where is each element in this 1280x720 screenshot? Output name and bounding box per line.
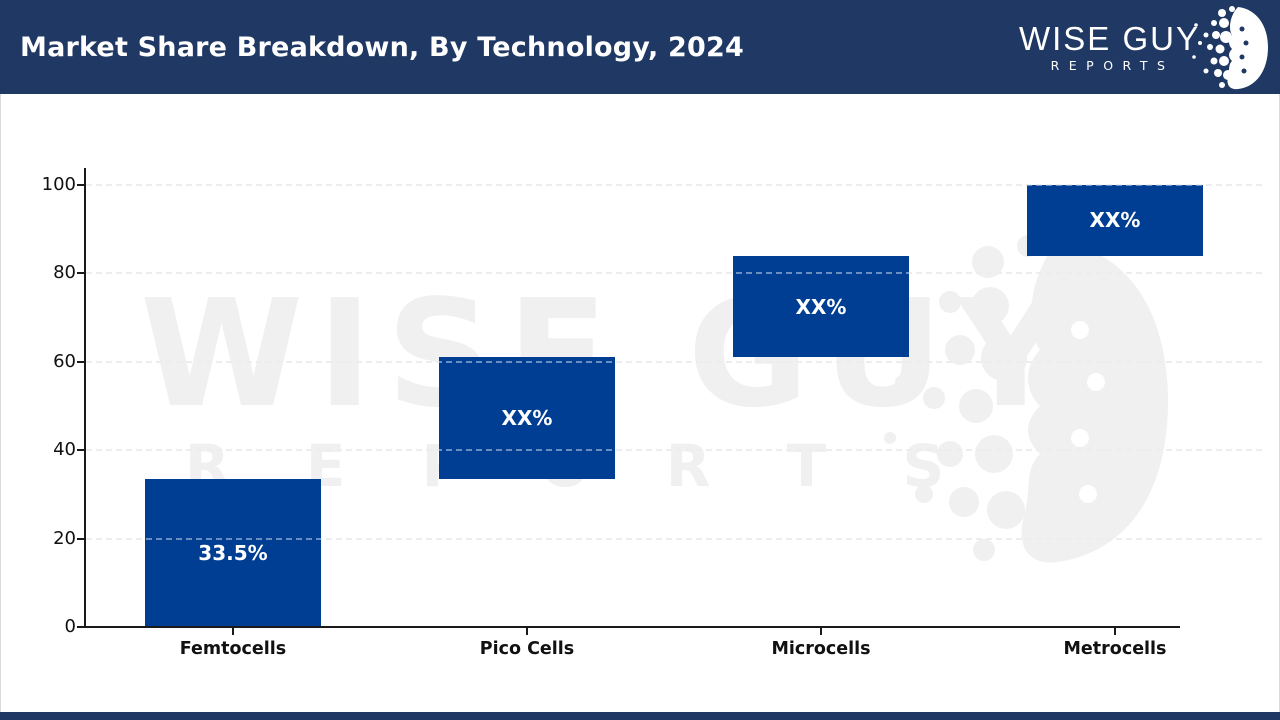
x-category-label-pico-cells: Pico Cells xyxy=(479,639,575,659)
bar-value-label: XX% xyxy=(501,406,553,431)
chart-title: Market Share Breakdown, By Technology, 2… xyxy=(20,31,745,63)
y-tick-mark xyxy=(77,184,84,186)
y-tick-label: 40 xyxy=(53,439,76,461)
gridline xyxy=(86,449,1262,452)
x-category-label-femtocells: Femtocells xyxy=(179,639,287,659)
x-tick-mark xyxy=(820,628,822,635)
bar-femtocells: 33.5% xyxy=(145,478,321,627)
y-tick-mark xyxy=(77,537,84,540)
y-tick-mark xyxy=(77,626,84,628)
y-axis-line xyxy=(84,168,86,628)
gridline xyxy=(86,184,1262,186)
y-tick-mark xyxy=(77,449,84,452)
y-tick-label: 60 xyxy=(53,350,76,372)
gridline xyxy=(86,272,1262,275)
header-band: Market Share Breakdown, By Technology, 2… xyxy=(0,0,1280,94)
y-tick-label: 100 xyxy=(41,174,76,195)
y-tick-label: 80 xyxy=(53,262,76,284)
x-tick-mark xyxy=(232,628,234,635)
gridline-overlay xyxy=(86,272,1262,275)
y-tick-label: 20 xyxy=(53,527,76,549)
bar-value-label: XX% xyxy=(795,294,847,319)
x-category-label-microcells: Microcells xyxy=(771,639,871,659)
y-tick-mark xyxy=(77,360,84,363)
y-tick-mark xyxy=(77,272,84,275)
logo-text: WISE GUY REPORTS xyxy=(1019,22,1200,73)
dotted-face-icon xyxy=(1192,6,1268,90)
x-tick-mark xyxy=(526,628,528,635)
gridline-overlay xyxy=(86,184,1262,186)
x-axis-line xyxy=(84,626,1180,628)
gridline-overlay xyxy=(86,449,1262,452)
bar-pico-cells: XX% xyxy=(439,357,615,479)
gridline-overlay xyxy=(86,537,1262,540)
bar-value-label: 33.5% xyxy=(198,540,268,565)
x-tick-mark xyxy=(1114,628,1116,635)
bar-microcells: XX% xyxy=(733,255,909,358)
bar-value-label: XX% xyxy=(1089,208,1141,233)
footer-band xyxy=(0,712,1280,720)
x-category-label-metrocells: Metrocells xyxy=(1063,639,1167,659)
logo-subtitle: REPORTS xyxy=(1050,57,1175,73)
logo-wordmark: WISE GUY xyxy=(1018,19,1200,57)
wise-guy-reports-logo: WISE GUY REPORTS xyxy=(1019,3,1272,91)
gridline xyxy=(86,360,1262,363)
gridline-overlay xyxy=(86,360,1262,363)
y-tick-label: 0 xyxy=(64,616,76,637)
watermark-face-dots xyxy=(884,235,1168,563)
bar-metrocells: XX% xyxy=(1027,185,1203,256)
gridline xyxy=(86,537,1262,540)
